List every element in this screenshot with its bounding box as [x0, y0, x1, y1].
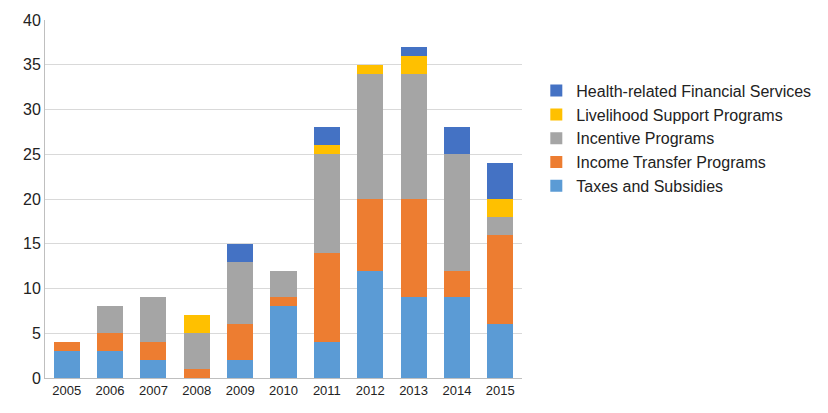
svg-text:40: 40: [23, 12, 41, 29]
svg-text:2013: 2013: [399, 383, 428, 398]
svg-text:2008: 2008: [182, 383, 211, 398]
svg-text:2005: 2005: [52, 383, 81, 398]
svg-text:2010: 2010: [269, 383, 298, 398]
svg-text:2014: 2014: [442, 383, 471, 398]
svg-text:20: 20: [23, 191, 41, 208]
svg-text:Incentive Programs: Incentive Programs: [576, 130, 714, 147]
svg-text:5: 5: [32, 325, 41, 342]
svg-text:15: 15: [23, 235, 41, 252]
svg-text:Taxes and Subsidies: Taxes and Subsidies: [576, 178, 723, 195]
svg-text:Livelihood Support Programs: Livelihood Support Programs: [576, 107, 782, 124]
svg-text:2009: 2009: [226, 383, 255, 398]
svg-text:2015: 2015: [486, 383, 515, 398]
svg-text:25: 25: [23, 146, 41, 163]
svg-text:2007: 2007: [139, 383, 168, 398]
svg-text:10: 10: [23, 280, 41, 297]
svg-text:30: 30: [23, 101, 41, 118]
svg-text:35: 35: [23, 56, 41, 73]
svg-text:2011: 2011: [313, 383, 341, 398]
svg-text:2006: 2006: [96, 383, 125, 398]
svg-text:Income Transfer Programs: Income Transfer Programs: [576, 154, 765, 171]
svg-text:Health-related Financial Servi: Health-related Financial Services: [576, 83, 811, 100]
svg-text:0: 0: [32, 370, 41, 387]
svg-text:2012: 2012: [356, 383, 385, 398]
